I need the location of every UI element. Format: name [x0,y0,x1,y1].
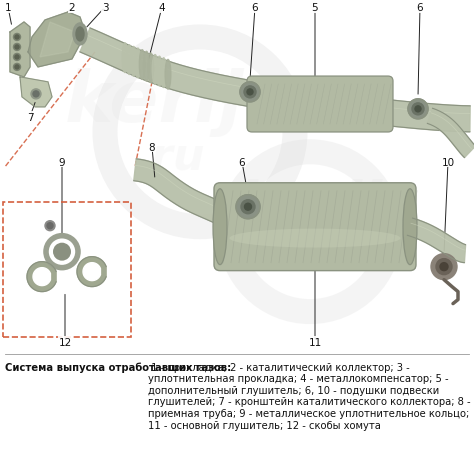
Text: 6: 6 [252,3,258,13]
FancyBboxPatch shape [247,77,393,133]
Text: 6: 6 [417,3,423,13]
Circle shape [13,64,20,71]
Text: 9: 9 [59,158,65,168]
Ellipse shape [152,55,158,85]
Ellipse shape [161,59,167,89]
Text: 3: 3 [102,3,109,13]
Circle shape [408,99,428,119]
Ellipse shape [135,49,141,79]
Text: .ru: .ru [135,136,205,179]
Circle shape [236,195,260,219]
Ellipse shape [156,57,163,87]
Polygon shape [428,109,474,158]
Text: 11: 11 [309,337,322,347]
Polygon shape [83,263,100,281]
Circle shape [440,263,448,271]
Text: Система выпуска отработавших газов:: Система выпуска отработавших газов: [5,362,231,372]
Text: 1: 1 [5,3,11,13]
Circle shape [247,89,253,96]
Polygon shape [10,23,30,78]
Text: .ru: .ru [286,230,344,264]
Text: 7: 7 [27,113,33,123]
Circle shape [15,66,19,70]
Ellipse shape [126,46,132,75]
Circle shape [245,204,252,211]
Circle shape [240,83,260,103]
Text: 4: 4 [159,3,165,13]
Circle shape [412,104,424,116]
Ellipse shape [131,47,137,77]
Polygon shape [134,159,251,235]
Polygon shape [28,13,85,68]
Circle shape [15,36,19,40]
Circle shape [31,89,41,99]
Ellipse shape [144,52,149,82]
Circle shape [244,87,256,99]
Ellipse shape [148,54,154,84]
Text: 2: 2 [69,3,75,13]
Ellipse shape [122,44,128,73]
Text: kerij: kerij [237,179,383,236]
Polygon shape [33,268,50,286]
Polygon shape [408,218,465,263]
Ellipse shape [213,189,227,265]
Circle shape [241,200,255,214]
Circle shape [33,92,39,98]
Text: 6: 6 [239,158,246,168]
Circle shape [13,54,20,61]
Polygon shape [80,29,470,132]
Text: kerij: kerij [65,68,245,137]
Circle shape [15,46,19,50]
Circle shape [15,56,19,60]
Circle shape [431,254,457,280]
Polygon shape [27,262,56,292]
Circle shape [13,34,20,41]
Polygon shape [40,23,75,58]
Circle shape [436,259,452,275]
Text: 10: 10 [441,158,455,168]
FancyBboxPatch shape [214,183,416,271]
Circle shape [53,243,71,261]
Bar [3,202,131,337]
Ellipse shape [165,60,171,90]
Ellipse shape [139,50,145,80]
Ellipse shape [403,189,417,265]
Circle shape [47,223,53,229]
Circle shape [13,44,20,51]
Polygon shape [77,257,106,287]
Ellipse shape [76,28,84,42]
Text: 12: 12 [58,337,72,347]
Text: 1 - прокладка; 2 - каталитический коллектор; 3 - уплотнительная прокладка; 4 - м: 1 - прокладка; 2 - каталитический коллек… [148,362,470,430]
Text: 8: 8 [149,142,155,152]
Text: 5: 5 [312,3,319,13]
Circle shape [415,107,421,113]
Circle shape [45,221,55,231]
Ellipse shape [229,229,401,248]
Polygon shape [20,78,52,108]
Ellipse shape [73,24,87,46]
